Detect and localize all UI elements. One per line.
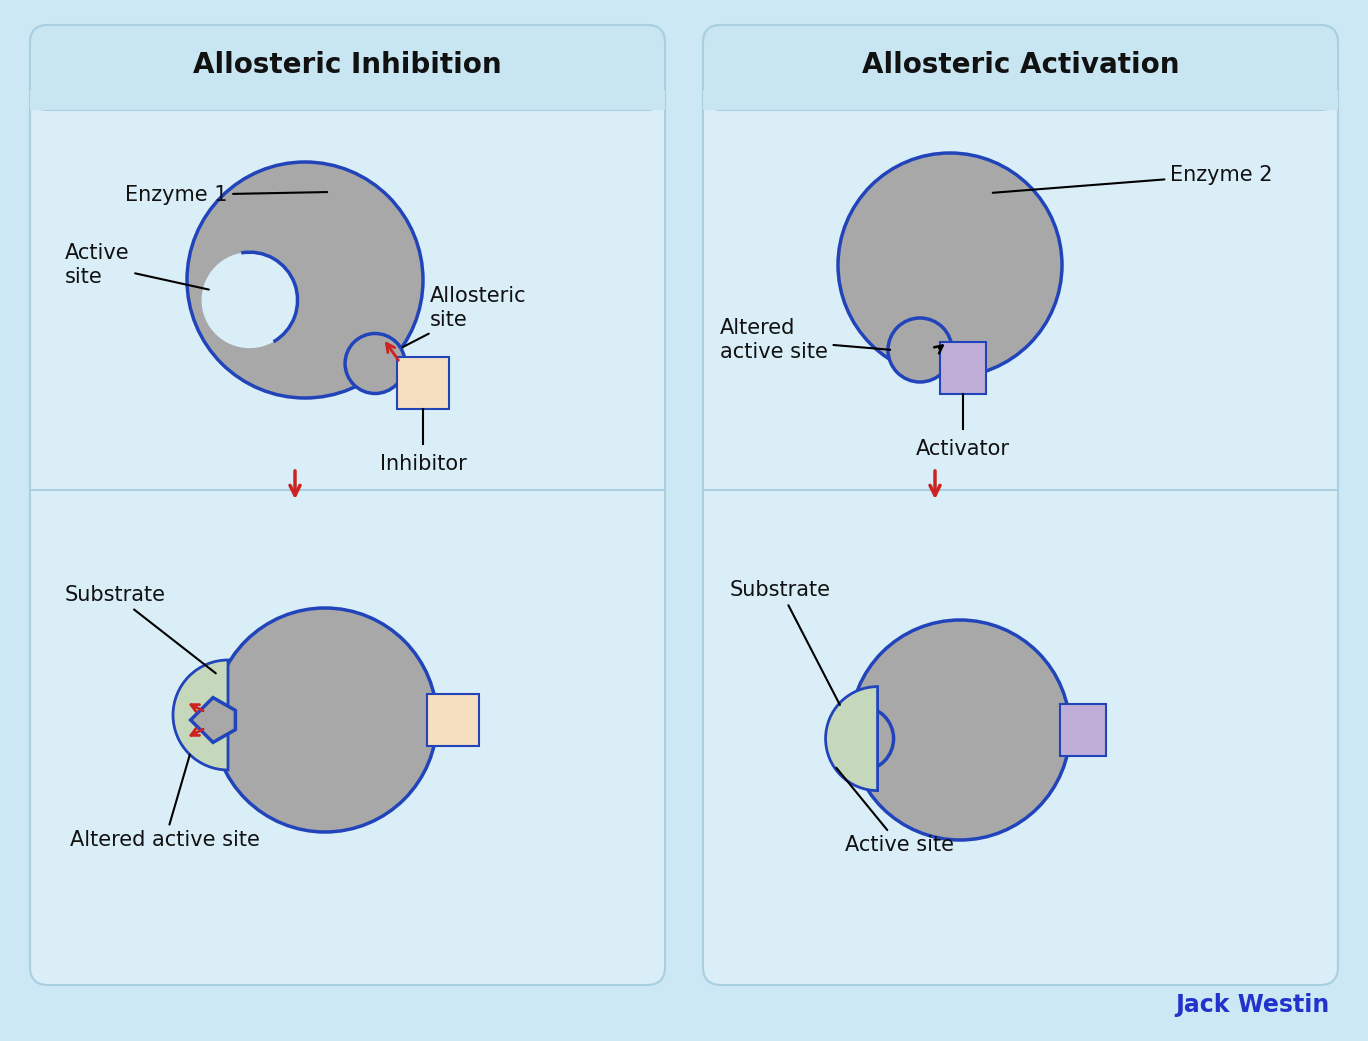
Bar (940, 342, 986, 393)
Text: Inhibitor: Inhibitor (380, 455, 466, 475)
Text: Substrate: Substrate (731, 580, 840, 705)
Bar (703, 90, 1338, 110)
Wedge shape (825, 687, 878, 790)
FancyBboxPatch shape (703, 25, 1338, 110)
Text: Active site: Active site (836, 768, 953, 855)
Circle shape (888, 318, 952, 382)
Circle shape (850, 620, 1070, 840)
FancyBboxPatch shape (30, 25, 665, 985)
FancyBboxPatch shape (703, 25, 1338, 985)
Circle shape (201, 252, 298, 348)
Circle shape (345, 333, 405, 393)
Circle shape (829, 707, 893, 770)
FancyBboxPatch shape (30, 25, 665, 110)
Bar (427, 694, 479, 746)
Text: Allosteric
site: Allosteric site (402, 286, 527, 348)
Polygon shape (190, 697, 235, 742)
Text: Allosteric Inhibition: Allosteric Inhibition (193, 51, 502, 79)
Circle shape (213, 608, 436, 832)
Wedge shape (172, 660, 228, 770)
Text: Jack Westin: Jack Westin (1175, 993, 1330, 1017)
Circle shape (839, 153, 1062, 377)
Text: Activator: Activator (917, 439, 1010, 459)
Bar (30, 90, 665, 110)
Text: Altered
active site: Altered active site (720, 319, 891, 361)
Bar (1060, 704, 1105, 756)
Text: Enzyme 2: Enzyme 2 (993, 166, 1272, 193)
Text: Active
site: Active site (66, 244, 209, 289)
Text: Allosteric Activation: Allosteric Activation (862, 51, 1179, 79)
Text: Altered active site: Altered active site (70, 755, 260, 850)
Bar (397, 357, 449, 409)
Text: Enzyme 1: Enzyme 1 (124, 185, 327, 205)
Text: Substrate: Substrate (66, 585, 216, 674)
Circle shape (187, 162, 423, 398)
